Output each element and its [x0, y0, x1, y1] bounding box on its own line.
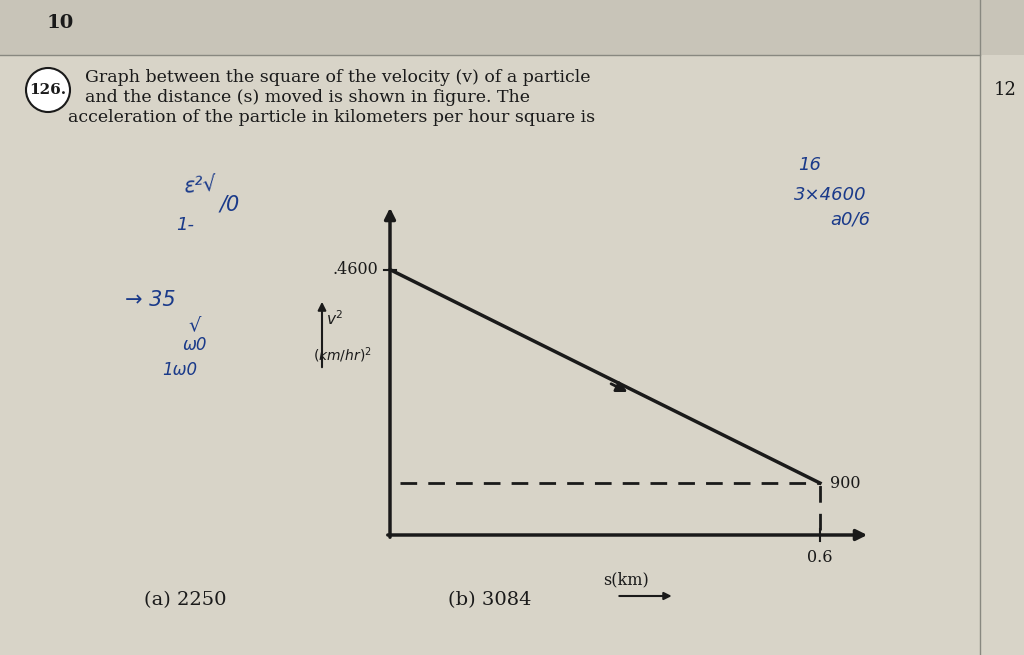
Text: 0.6: 0.6: [807, 549, 833, 566]
Text: 16: 16: [799, 156, 821, 174]
Bar: [0, 0, 1024, 55]
Text: 126.: 126.: [30, 83, 67, 97]
Text: acceleration of the particle in kilometers per hour square is: acceleration of the particle in kilomete…: [68, 109, 595, 126]
Text: → 35: → 35: [125, 290, 175, 310]
Text: s(km): s(km): [603, 572, 649, 588]
Text: 3×4600: 3×4600: [794, 186, 866, 204]
Text: 10: 10: [46, 14, 74, 32]
Text: a0/6: a0/6: [829, 211, 870, 229]
Text: 1ω0: 1ω0: [163, 361, 198, 379]
Circle shape: [26, 68, 70, 112]
Text: and the distance (s) moved is shown in figure. The: and the distance (s) moved is shown in f…: [85, 88, 530, 105]
Text: (a) 2250: (a) 2250: [143, 591, 226, 609]
Text: 12: 12: [993, 81, 1017, 99]
Text: 900: 900: [830, 475, 860, 491]
Text: ω0: ω0: [182, 336, 207, 354]
Text: (b) 3084: (b) 3084: [449, 591, 531, 609]
Text: $v^2$: $v^2$: [327, 310, 344, 328]
Text: 1-: 1-: [176, 216, 194, 234]
Text: /0: /0: [220, 195, 240, 215]
Text: √: √: [188, 316, 201, 335]
Text: .4600: .4600: [332, 261, 378, 278]
Text: $(km/hr)^2$: $(km/hr)^2$: [312, 345, 372, 365]
Text: Graph between the square of the velocity (v) of a particle: Graph between the square of the velocity…: [85, 69, 591, 86]
Text: ε²√: ε²√: [182, 174, 217, 196]
